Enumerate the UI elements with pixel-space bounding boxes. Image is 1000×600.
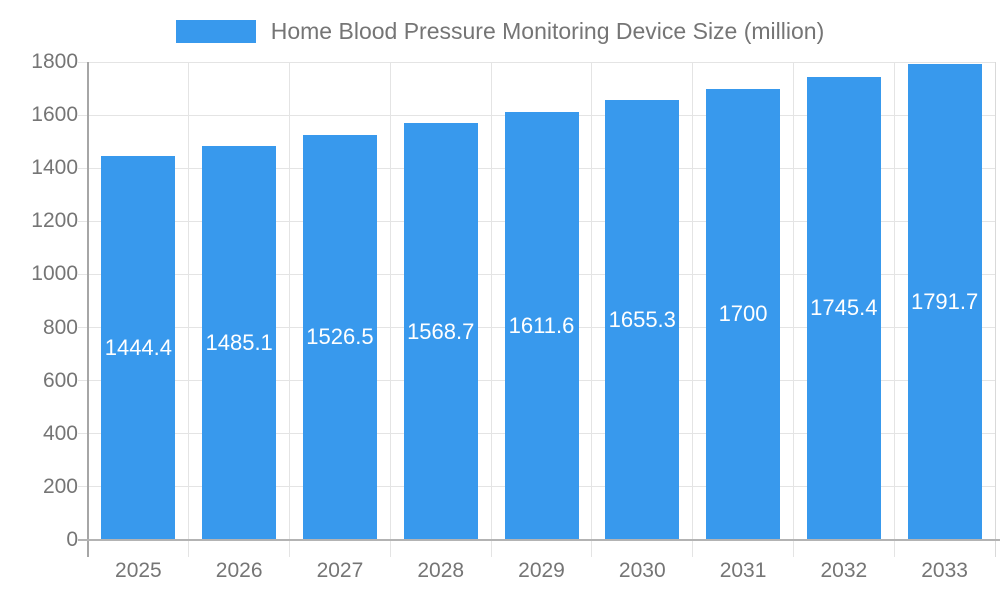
bar-2025[interactable]: 1444.4 xyxy=(101,156,176,540)
x-axis-line xyxy=(78,539,1000,541)
y-axis-line xyxy=(87,62,89,557)
bar-value-label: 1611.6 xyxy=(508,313,575,339)
x-tick-label: 2031 xyxy=(719,559,767,582)
grid-line-vertical xyxy=(389,62,391,557)
y-tick-label: 1600 xyxy=(31,103,78,127)
y-axis-tick xyxy=(78,273,88,275)
bar-2031[interactable]: 1700 xyxy=(706,88,781,540)
bar-2029[interactable]: 1611.6 xyxy=(504,112,579,540)
y-tick-label: 1400 xyxy=(31,156,78,180)
y-tick-label: 800 xyxy=(42,315,78,339)
grid-line-vertical xyxy=(692,62,694,557)
y-tick-label: 200 xyxy=(42,474,78,498)
grid-line-vertical xyxy=(893,62,895,557)
bar-value-label: 1568.7 xyxy=(407,318,475,344)
x-tick-label: 2025 xyxy=(115,559,162,582)
x-tick-label: 2026 xyxy=(215,559,263,582)
grid-line-vertical xyxy=(490,62,492,557)
bar-2028[interactable]: 1568.7 xyxy=(403,123,478,540)
y-axis-tick xyxy=(78,486,88,488)
y-tick-label: 1800 xyxy=(31,50,78,73)
x-tick-label: 2029 xyxy=(518,559,565,582)
bar-value-label: 1700 xyxy=(718,301,768,327)
y-axis-tick xyxy=(78,220,88,222)
y-tick-label: 400 xyxy=(42,421,78,445)
bar-value-label: 1655.3 xyxy=(608,307,676,333)
x-tick-label: 2033 xyxy=(921,559,968,582)
y-tick-label: 1200 xyxy=(31,209,78,233)
plot-area: 0 200 400 600 800 1000 1200 1400 1600 1800 1444.4 2… xyxy=(31,50,1000,582)
bar-2027[interactable]: 1526.5 xyxy=(302,134,377,540)
chart-legend: Home Blood Pressure Monitoring Device Si… xyxy=(0,17,1000,45)
grid-line-vertical xyxy=(792,62,794,557)
x-tick-label: 2028 xyxy=(417,559,465,582)
bar-2030[interactable]: 1655.3 xyxy=(605,100,680,540)
y-axis-tick xyxy=(78,167,88,169)
y-axis-tick xyxy=(78,327,88,329)
bar-value-label: 1526.5 xyxy=(306,324,374,350)
bar-value-label: 1745.4 xyxy=(810,295,878,321)
y-tick-label: 600 xyxy=(42,368,78,392)
x-tick-label: 2030 xyxy=(618,559,666,582)
grid-line-horizontal xyxy=(88,61,995,63)
y-axis-tick xyxy=(78,433,88,435)
bar-2032[interactable]: 1745.4 xyxy=(806,76,881,540)
grid-line-vertical xyxy=(994,62,996,557)
x-tick-label: 2027 xyxy=(316,559,364,582)
bar-value-label: 1485.1 xyxy=(205,329,273,355)
legend-label: Home Blood Pressure Monitoring Device Si… xyxy=(270,17,825,44)
bar-value-label: 1444.4 xyxy=(104,335,173,361)
grid-line-vertical xyxy=(591,62,593,557)
bar-2033[interactable]: 1791.7 xyxy=(907,64,982,540)
y-tick-label: 0 xyxy=(66,528,78,551)
grid-line-vertical xyxy=(289,62,291,557)
x-tick-label: 2032 xyxy=(820,559,868,582)
bar-value-label: 1791.7 xyxy=(910,289,979,315)
legend-swatch[interactable] xyxy=(175,19,256,43)
y-tick-label: 1000 xyxy=(31,262,78,286)
y-axis-tick xyxy=(78,61,88,63)
y-axis-tick xyxy=(78,380,88,382)
bar-2026[interactable]: 1485.1 xyxy=(202,145,277,540)
y-axis-tick xyxy=(78,114,88,116)
grid-line-vertical xyxy=(188,62,190,557)
